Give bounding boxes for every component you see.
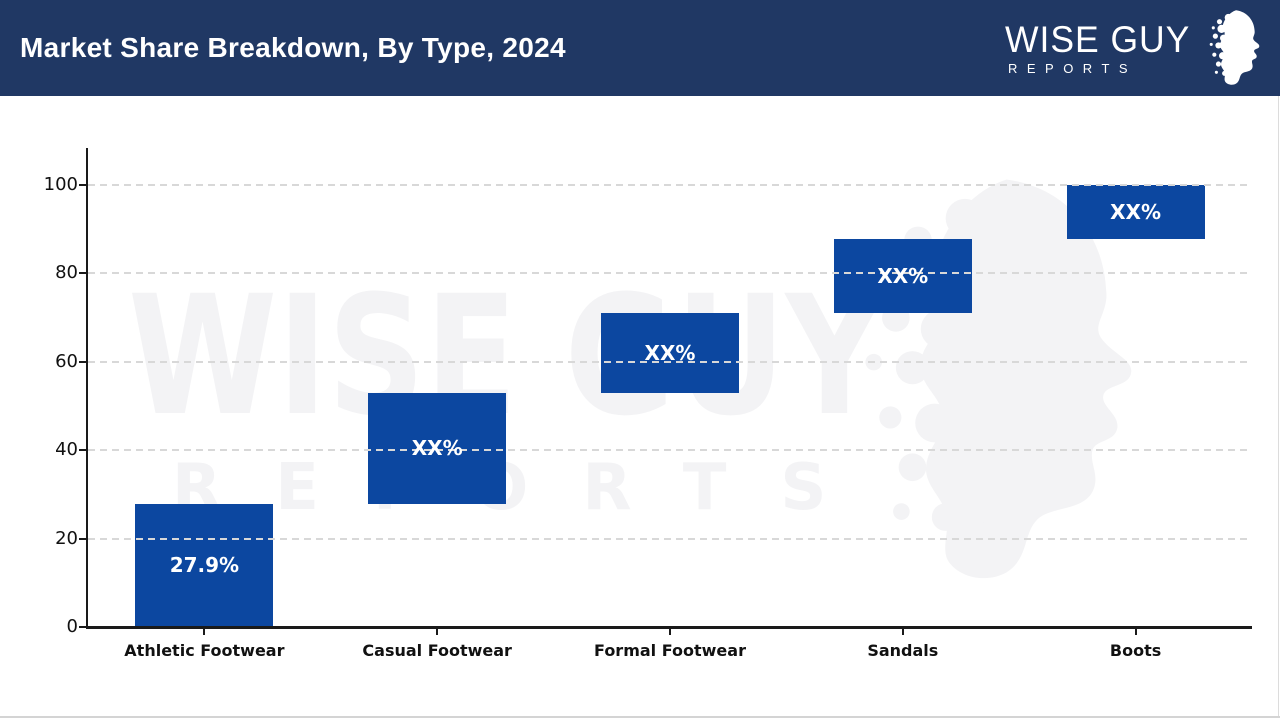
axes-layer: 0 20 40 60 80 100 Athletic Footwear Casual Foot… [0, 96, 1280, 720]
y-tick-60 [79, 360, 88, 363]
x-axis-line [86, 626, 1252, 629]
x-tick-formal-footwear [669, 628, 671, 635]
header-bar: Market Share Breakdown, By Type, 2024 WI… [0, 0, 1280, 96]
gridline-20 [88, 537, 1252, 540]
bottom-border [0, 716, 1280, 718]
bar-sandals [833, 239, 972, 314]
x-tick-label-sandals: Sandals [867, 641, 939, 660]
y-tick-20 [79, 537, 88, 540]
gridline-100 [88, 184, 1252, 186]
x-tick-label-boots: Boots [1109, 641, 1162, 660]
gridlines-layer [0, 96, 1280, 720]
y-tick-label-0: 0 [66, 616, 78, 637]
bar-label-athletic-footwear: 27.9% [169, 553, 240, 578]
y-axis-line [86, 148, 88, 629]
x-tick-label-formal-footwear: Formal Footwear [594, 641, 746, 660]
gridline-60 [88, 360, 1252, 363]
bar-label-boots: XX% [1110, 200, 1162, 225]
y-tick-80 [79, 272, 88, 275]
gridline-80 [88, 272, 1252, 275]
y-tick-label-40: 40 [55, 439, 78, 461]
logo-tagline: REPORTS [1007, 61, 1138, 76]
logo-wordmark: WISE GUY [1004, 19, 1191, 60]
x-tick-athletic-footwear [203, 628, 206, 635]
x-tick-boots [1134, 628, 1137, 635]
y-tick-label-20: 20 [55, 527, 78, 549]
right-border [1278, 96, 1279, 716]
wise-guy-logo: WISE GUY REPORTS [1005, 9, 1266, 87]
x-tick-casual-footwear [436, 628, 439, 635]
logo-face-icon [1209, 10, 1260, 85]
y-tick-label-100: 100 [43, 174, 78, 195]
bar-label-casual-footwear: XX% [411, 436, 463, 461]
y-tick-100 [79, 184, 88, 186]
bar-boots [1066, 185, 1205, 240]
x-tick-label-casual-footwear: Casual Footwear [362, 641, 512, 660]
y-tick-40 [79, 449, 88, 452]
bar-labels-layer: 27.9% XX% XX% XX% XX% [0, 96, 1280, 720]
bar-athletic-footwear [135, 503, 274, 627]
gridline-40 [88, 449, 1252, 452]
x-tick-label-athletic-footwear: Athletic Footwear [124, 641, 285, 660]
bar-label-sandals: XX% [877, 264, 929, 289]
y-tick-label-60: 60 [55, 350, 78, 372]
page-title: Market Share Breakdown, By Type, 2024 [20, 32, 566, 63]
bar-label-formal-footwear: XX% [644, 341, 696, 366]
bars-layer [0, 96, 1280, 720]
y-tick-0 [79, 626, 88, 628]
x-tick-sandals [901, 628, 904, 635]
chart-canvas: WISE GUY REPORTS 27.9% XX% XX% XX% XX% 0 20 40… [0, 96, 1280, 720]
bar-casual-footwear [368, 393, 507, 504]
logo-text: WISE GUY REPORTS [1005, 21, 1198, 75]
y-tick-label-80: 80 [55, 262, 78, 284]
bar-formal-footwear [601, 313, 739, 394]
